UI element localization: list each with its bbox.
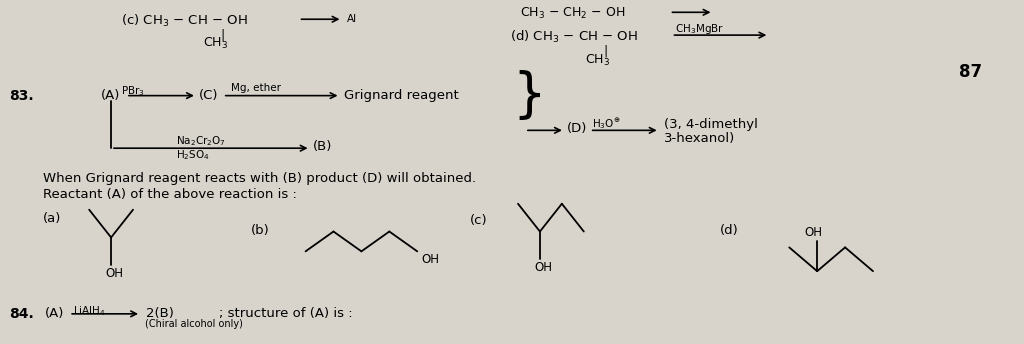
Text: CH$_3$: CH$_3$: [585, 53, 610, 68]
Text: |: |: [220, 28, 225, 41]
Text: (3, 4-dimethyl: (3, 4-dimethyl: [664, 118, 758, 131]
Text: OH: OH: [534, 261, 552, 274]
Text: 3-hexanol): 3-hexanol): [664, 132, 735, 145]
Text: H$_2$SO$_4$: H$_2$SO$_4$: [176, 148, 210, 162]
Text: (A): (A): [101, 89, 121, 102]
Text: CH$_3$MgBr: CH$_3$MgBr: [675, 22, 724, 36]
Text: OH: OH: [421, 253, 439, 266]
Text: Na$_2$Cr$_2$O$_7$: Na$_2$Cr$_2$O$_7$: [176, 134, 226, 148]
Text: LiAlH$_4$: LiAlH$_4$: [73, 304, 105, 318]
Text: (c): (c): [470, 214, 487, 227]
Text: (C): (C): [199, 89, 218, 102]
Text: OH: OH: [105, 267, 123, 280]
Text: (A): (A): [45, 307, 65, 320]
Text: }: }: [512, 69, 546, 122]
Text: 84.: 84.: [9, 307, 34, 321]
Text: CH$_3$: CH$_3$: [203, 36, 228, 51]
Text: Grignard reagent: Grignard reagent: [344, 89, 459, 102]
Text: (D): (D): [567, 122, 587, 136]
Text: When Grignard reagent reacts with (B) product (D) will obtained.: When Grignard reagent reacts with (B) pr…: [43, 172, 476, 185]
Text: (c) CH$_3$ $-$ CH $-$ OH: (c) CH$_3$ $-$ CH $-$ OH: [121, 13, 248, 29]
Text: H$_3$O$^{\oplus}$: H$_3$O$^{\oplus}$: [592, 117, 621, 131]
Text: (a): (a): [43, 212, 61, 225]
Text: 87: 87: [958, 63, 982, 81]
Text: (b): (b): [251, 224, 269, 237]
Text: (d): (d): [720, 224, 738, 237]
Text: ; structure of (A) is :: ; structure of (A) is :: [219, 307, 352, 320]
Text: Reactant (A) of the above reaction is :: Reactant (A) of the above reaction is :: [43, 188, 297, 201]
Text: OH: OH: [804, 226, 822, 239]
Text: |: |: [603, 44, 608, 57]
Text: 83.: 83.: [9, 89, 34, 103]
Text: PBr$_3$: PBr$_3$: [121, 84, 144, 97]
Text: (Chiral alcohol only): (Chiral alcohol only): [145, 319, 243, 329]
Text: CH$_3$ $-$ CH$_2$ $-$ OH: CH$_3$ $-$ CH$_2$ $-$ OH: [520, 6, 626, 21]
Text: Al: Al: [346, 14, 356, 24]
Text: (B): (B): [312, 140, 332, 153]
Text: (d) CH$_3$ $-$ CH $-$ OH: (d) CH$_3$ $-$ CH $-$ OH: [510, 29, 638, 45]
Text: 2(B): 2(B): [146, 307, 174, 320]
Text: Mg, ether: Mg, ether: [230, 83, 281, 93]
